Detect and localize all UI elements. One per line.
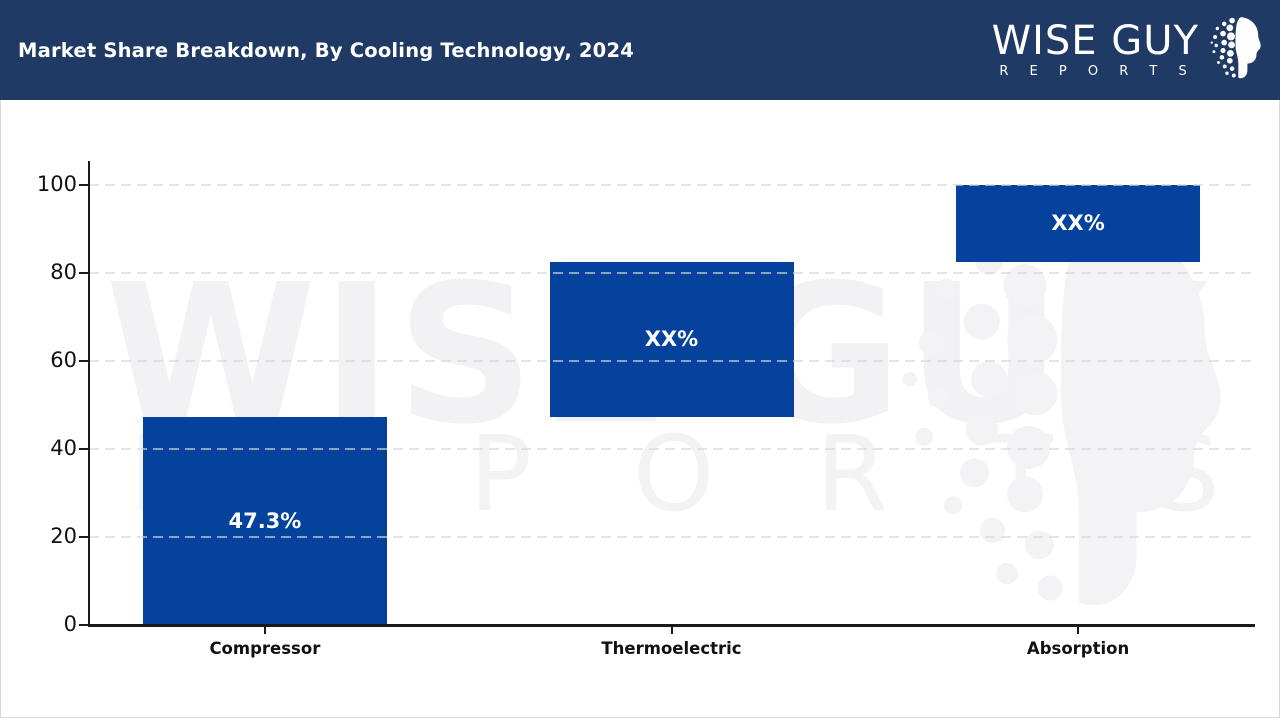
y-axis-line [88, 161, 90, 627]
y-tick-label: 40 [50, 435, 77, 460]
watermark-head-icon [881, 210, 1241, 642]
bar-compressor: 47.3% [142, 416, 387, 625]
bar-value-label: XX% [1051, 211, 1105, 236]
gridline [89, 359, 1254, 362]
y-tick-label: 0 [63, 612, 77, 636]
y-tick-label: 80 [50, 259, 77, 284]
logo-name: WISE GUY [991, 18, 1199, 64]
y-tick-mark [79, 359, 88, 362]
bar-value-label: 47.3% [228, 508, 302, 533]
gridline [89, 271, 1254, 274]
y-tick-label: 100 [36, 171, 77, 196]
x-axis-line [88, 624, 1255, 627]
x-category-label: Thermoelectric [601, 639, 742, 658]
y-tick-mark [79, 535, 88, 538]
bar-thermoelectric: XX% [549, 261, 794, 417]
wiseguy-head-icon [1207, 16, 1264, 84]
y-tick-label: 60 [50, 347, 77, 372]
x-tick-mark [263, 627, 266, 634]
gridline [89, 183, 1254, 186]
logo-subtitle: R E P O R T S [999, 64, 1196, 79]
header-bar: Market Share Breakdown, By Cooling Techn… [0, 0, 1280, 100]
y-tick-mark [79, 624, 88, 626]
bar-absorption: XX% [956, 184, 1201, 262]
x-tick-mark [1077, 627, 1080, 634]
x-category-label: Absorption [1026, 639, 1130, 658]
gridline [89, 535, 1254, 538]
y-tick-mark [79, 183, 88, 186]
chart-area: WISE GUY R E P O R T S 47.3% Compressor XX… [0, 100, 1280, 718]
wiseguy-logo: WISE GUY R E P O R T S [992, 16, 1280, 84]
chart-title: Market Share Breakdown, By Cooling Techn… [18, 38, 634, 62]
gridline [89, 447, 1254, 450]
x-category-label: Compressor [209, 639, 321, 658]
y-tick-mark [79, 271, 88, 274]
x-tick-mark [670, 627, 673, 634]
y-tick-mark [79, 447, 88, 450]
y-tick-label: 20 [50, 523, 77, 548]
bar-value-label: XX% [644, 327, 699, 352]
plot-area: 47.3% Compressor XX% Thermoelectric XX% Absor… [1, 100, 1279, 717]
logo-wordmark: WISE GUY R E P O R T S [992, 21, 1199, 79]
